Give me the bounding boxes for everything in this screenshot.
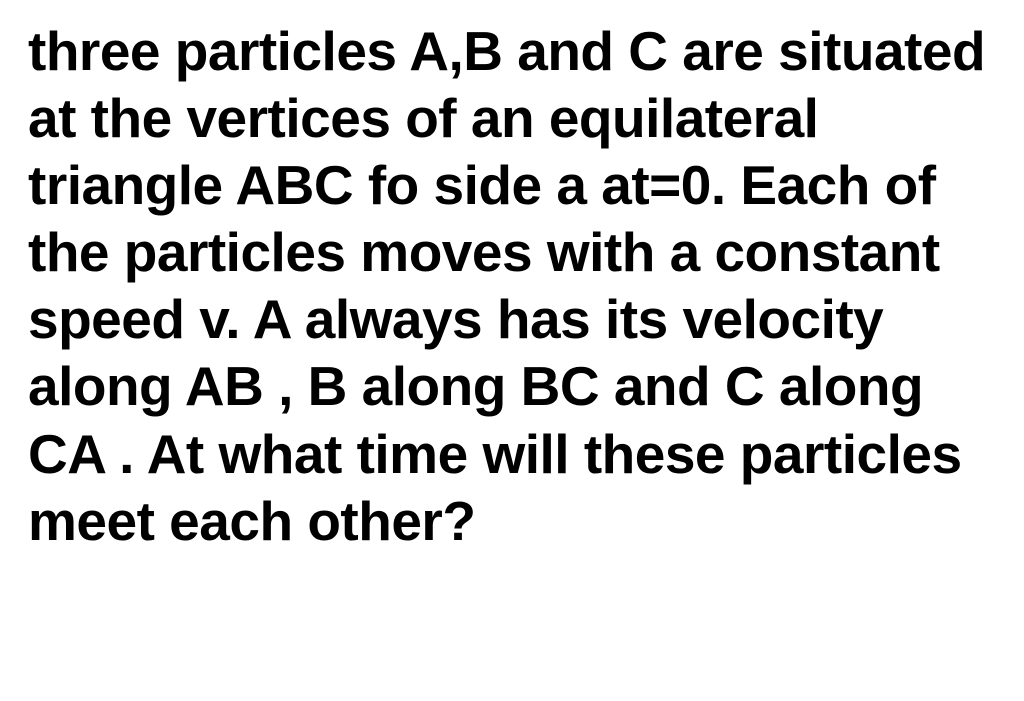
physics-question-text: three particles A,B and C are situated a…	[28, 18, 996, 555]
